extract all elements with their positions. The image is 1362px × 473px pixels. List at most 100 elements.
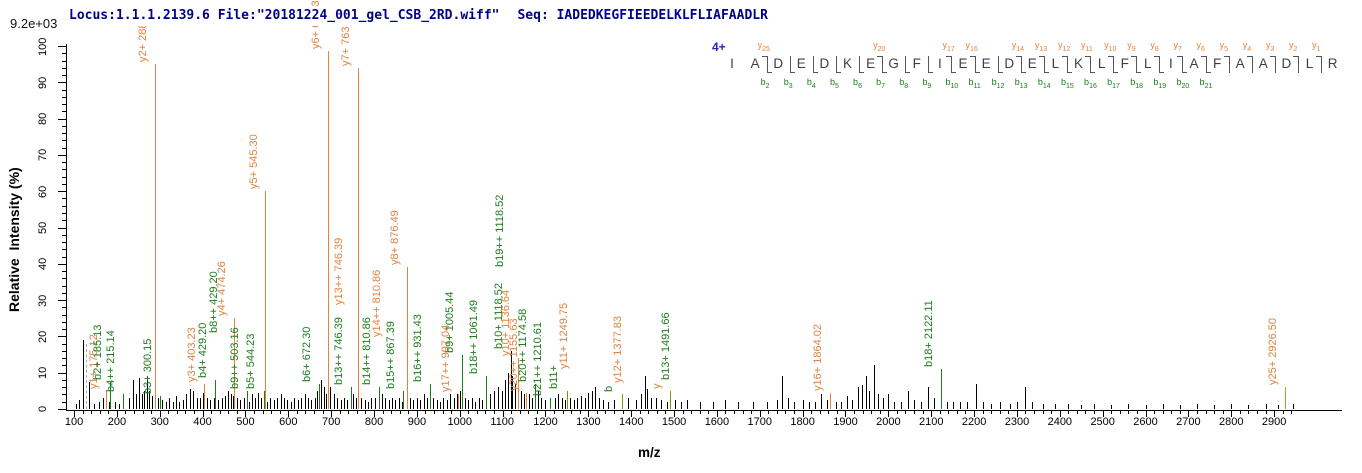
spectrum-peak bbox=[162, 399, 164, 409]
spectrum-peak bbox=[228, 390, 230, 409]
x-tick-label: 2500 bbox=[1090, 416, 1115, 428]
x-major-tick bbox=[1059, 411, 1061, 417]
x-minor-tick bbox=[485, 411, 487, 414]
x-minor-tick bbox=[314, 411, 316, 414]
spectrum-peak bbox=[1024, 387, 1026, 409]
x-minor-tick bbox=[682, 411, 684, 414]
x-minor-tick bbox=[348, 411, 350, 414]
spectrum-peak bbox=[1081, 405, 1083, 409]
x-major-tick bbox=[588, 411, 590, 417]
y-tick-label: 70 bbox=[37, 149, 49, 162]
annotated-peak bbox=[566, 390, 568, 409]
x-major-tick bbox=[974, 411, 976, 417]
spectrum-peak bbox=[561, 398, 563, 409]
peak-label: y5+ 545.30 bbox=[247, 134, 260, 190]
x-minor-tick bbox=[262, 411, 264, 414]
x-tick-label: 1700 bbox=[747, 416, 773, 428]
x-tick-label: 2100 bbox=[919, 416, 944, 428]
x-minor-tick bbox=[339, 411, 341, 414]
y-ion-mark bbox=[1200, 56, 1206, 57]
spectrum-peak bbox=[301, 398, 303, 409]
peak-label: b15++ 867.39 bbox=[384, 320, 397, 389]
spectrum-peak bbox=[544, 399, 546, 409]
b-ion-label: b11 bbox=[968, 77, 981, 90]
x-tick-label: 2300 bbox=[1004, 416, 1030, 428]
spectrum-peak bbox=[218, 399, 220, 409]
spectrum-peak bbox=[808, 401, 810, 409]
cleavage-mark bbox=[812, 56, 814, 73]
spectrum-peak bbox=[277, 398, 279, 409]
cleavage-mark bbox=[1251, 56, 1253, 73]
spectrum-peak bbox=[1248, 405, 1250, 409]
spectrum-peak bbox=[457, 394, 459, 409]
spectrum-peak bbox=[614, 399, 616, 409]
spectrum-peak bbox=[464, 398, 466, 409]
x-minor-tick bbox=[228, 411, 230, 414]
x-minor-tick bbox=[408, 411, 410, 414]
annotated-peak bbox=[123, 394, 125, 409]
x-minor-tick bbox=[819, 411, 821, 414]
x-minor-tick bbox=[511, 411, 513, 414]
b-ion-label: b14 bbox=[1037, 77, 1051, 90]
x-minor-tick bbox=[939, 411, 941, 414]
x-minor-tick bbox=[596, 411, 598, 414]
y-minor-tick bbox=[62, 343, 66, 345]
y-ion-label: y1 bbox=[1312, 40, 1321, 53]
y-ion-mark bbox=[1061, 56, 1067, 57]
peak-label: y8+ 876.49 bbox=[388, 210, 401, 266]
y-major-tick bbox=[58, 46, 66, 47]
x-major-tick bbox=[502, 411, 504, 417]
spectrum-peak bbox=[98, 401, 100, 409]
spectrum-peak bbox=[512, 376, 514, 409]
annotated-peak bbox=[510, 350, 512, 409]
peak-label: y4+ 474.26 bbox=[216, 261, 229, 317]
x-minor-tick bbox=[82, 411, 84, 414]
b-ion-label: b9 bbox=[922, 77, 932, 90]
y-minor-tick bbox=[62, 401, 66, 403]
spectrum-peak bbox=[1214, 405, 1216, 409]
sequence-residue: F bbox=[1120, 56, 1129, 71]
y-minor-tick bbox=[62, 162, 66, 164]
sequence-residue: A bbox=[1189, 56, 1199, 71]
b-ion-mark bbox=[812, 72, 818, 73]
x-minor-tick bbox=[254, 411, 255, 414]
sequence-residue: L bbox=[1097, 56, 1106, 71]
spectrum-peak bbox=[263, 399, 265, 409]
b-ion-label: b2 bbox=[760, 77, 770, 90]
spectrum-peak bbox=[155, 401, 157, 409]
annotated-peak bbox=[458, 394, 460, 409]
spectrum-peak bbox=[323, 387, 325, 409]
spectrum-peak bbox=[353, 394, 355, 409]
x-minor-tick bbox=[656, 411, 658, 414]
spectrum-peak bbox=[206, 398, 208, 409]
spectrum-peak bbox=[333, 394, 335, 409]
spectrum-peak bbox=[501, 390, 503, 409]
x-major-tick bbox=[202, 411, 204, 417]
y-tick-label: 20 bbox=[37, 330, 49, 343]
x-minor-tick bbox=[476, 411, 478, 414]
spectrum-peak bbox=[782, 376, 784, 409]
annotated-peak bbox=[106, 390, 108, 409]
annotated-peak bbox=[159, 396, 161, 409]
x-minor-tick bbox=[1205, 411, 1207, 414]
b-ion-mark bbox=[951, 72, 957, 73]
spectrum-peak bbox=[1068, 403, 1070, 409]
spectrum-peak bbox=[661, 399, 663, 409]
peak-label: b21++ 1210.61 bbox=[532, 322, 544, 397]
b-ion-mark bbox=[1182, 72, 1188, 73]
x-minor-tick bbox=[665, 411, 667, 414]
y-minor-tick bbox=[62, 242, 66, 244]
spectrum-peak bbox=[330, 387, 332, 409]
y-tick-label: 40 bbox=[37, 257, 49, 271]
x-minor-tick bbox=[879, 411, 881, 414]
x-major-tick bbox=[1145, 411, 1147, 417]
spectrum-peak bbox=[591, 390, 593, 409]
peak-label: b16++ 931.43 bbox=[412, 313, 425, 382]
spectrum-peak bbox=[680, 401, 682, 409]
b-ion-mark bbox=[1043, 72, 1049, 73]
spectrum-peak bbox=[1145, 405, 1147, 409]
spectrum-peak bbox=[82, 340, 84, 409]
spectrum-peak bbox=[766, 401, 768, 409]
x-minor-tick bbox=[639, 411, 641, 414]
x-major-tick bbox=[888, 411, 890, 417]
